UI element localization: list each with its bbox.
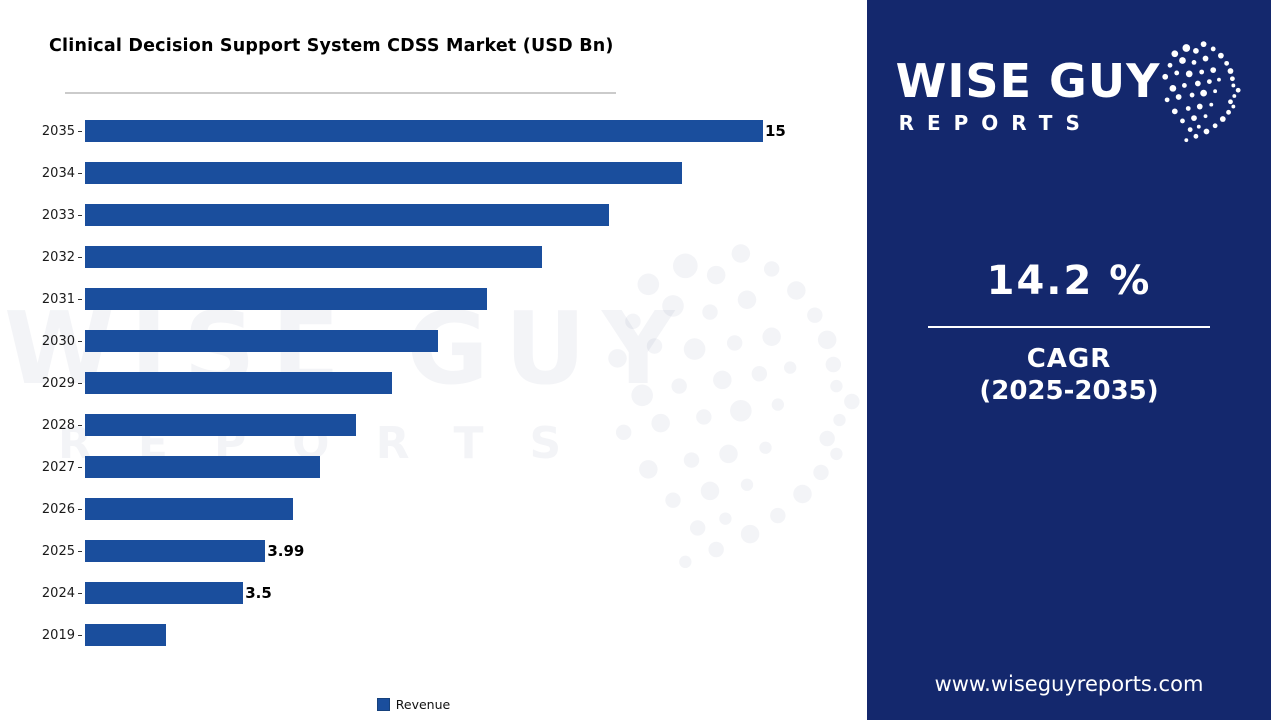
bar-row: 2028: [0, 404, 860, 446]
axis-tick: [78, 550, 82, 552]
bar-value-label: 15: [765, 122, 786, 140]
bar-row: 2025 3.99: [0, 530, 860, 572]
legend: Revenue: [0, 697, 827, 712]
revenue-bar: [85, 246, 542, 268]
revenue-bar: [85, 288, 488, 310]
bar-row: 2034: [0, 152, 860, 194]
y-axis-tick-label: 2025: [41, 543, 75, 559]
revenue-bar: [85, 582, 244, 604]
y-axis-tick-label: 2028: [41, 417, 75, 433]
bar-row: 2030: [0, 320, 860, 362]
axis-tick: [78, 466, 82, 468]
bar-row: 2031: [0, 278, 860, 320]
axis-tick: [78, 592, 82, 594]
y-axis-tick-label: 2035: [41, 123, 75, 139]
y-axis-tick-label: 2019: [41, 627, 75, 643]
y-axis-tick-label: 2029: [41, 375, 75, 391]
y-axis-tick-label: 2030: [41, 333, 75, 349]
bar-row: 2027: [0, 446, 860, 488]
chart-title: Clinical Decision Support System CDSS Ma…: [49, 36, 614, 56]
bar-row: 2033: [0, 194, 860, 236]
axis-tick: [78, 340, 82, 342]
cagr-block: 14.2 % CAGR (2025-2035): [867, 258, 1271, 406]
axis-tick: [78, 424, 82, 426]
revenue-bar: [85, 456, 321, 478]
revenue-bar: [85, 162, 682, 184]
revenue-bar: [85, 498, 293, 520]
bar-value-label: 3.5: [245, 584, 272, 602]
revenue-bar: [85, 204, 610, 226]
y-axis-tick-label: 2031: [41, 291, 75, 307]
legend-label: Revenue: [395, 697, 451, 712]
logo-wordmark-line1: WISE GUY: [895, 53, 1161, 108]
revenue-bar: [85, 120, 763, 142]
bar-row: 2035 15: [0, 110, 860, 152]
y-axis-tick-label: 2024: [41, 585, 75, 601]
y-axis-tick-label: 2033: [41, 207, 75, 223]
title-underline: [65, 92, 616, 94]
y-axis-tick-label: 2032: [41, 249, 75, 265]
logo-wordmark-line2: REPORTS: [898, 111, 1093, 136]
watermark-head-icon: [608, 244, 860, 568]
axis-tick: [78, 172, 82, 174]
revenue-bar: [85, 330, 438, 352]
cagr-range: (2025-2035): [979, 376, 1159, 406]
dotted-head-icon: [1162, 41, 1241, 143]
axis-tick: [78, 214, 82, 216]
cagr-label: CAGR: [1026, 344, 1112, 374]
y-axis-tick-label: 2027: [41, 459, 75, 475]
axis-tick: [78, 130, 82, 132]
cagr-divider: [928, 326, 1210, 328]
brand-panel: WISE GUY REPORTS 14.2 % CAGR (2025-2035)…: [867, 0, 1271, 720]
axis-tick: [78, 256, 82, 258]
revenue-bar: [85, 372, 393, 394]
axis-tick: [78, 298, 82, 300]
chart-area: WISE GUY REPORTS Clinical Decision Suppo…: [0, 36, 860, 712]
wise-guy-logo: WISE GUY REPORTS: [867, 38, 1271, 154]
y-axis-tick-label: 2026: [41, 501, 75, 517]
bar-row: 2026: [0, 488, 860, 530]
revenue-bar: [85, 540, 266, 562]
revenue-bar: [85, 414, 357, 436]
cagr-value: 14.2 %: [986, 258, 1152, 304]
bar-value-label: 3.99: [267, 542, 305, 560]
axis-tick: [78, 508, 82, 510]
bar-row: 2019: [0, 614, 860, 656]
bar-chart: 2035 15 2034 2033 2032 2031 2030 2029 2028 2027 20…: [0, 110, 860, 656]
legend-swatch: [376, 698, 390, 711]
y-axis-tick-label: 2034: [41, 165, 75, 181]
bar-row: 2029: [0, 362, 860, 404]
axis-tick: [78, 382, 82, 384]
bar-row: 2032: [0, 236, 860, 278]
logo-wordmark: WISE GUY REPORTS: [895, 53, 1161, 136]
revenue-bar: [85, 624, 167, 646]
bar-row: 2024 3.5: [0, 572, 860, 614]
axis-tick: [78, 634, 82, 636]
website-url: www.wiseguyreports.com: [934, 672, 1204, 696]
